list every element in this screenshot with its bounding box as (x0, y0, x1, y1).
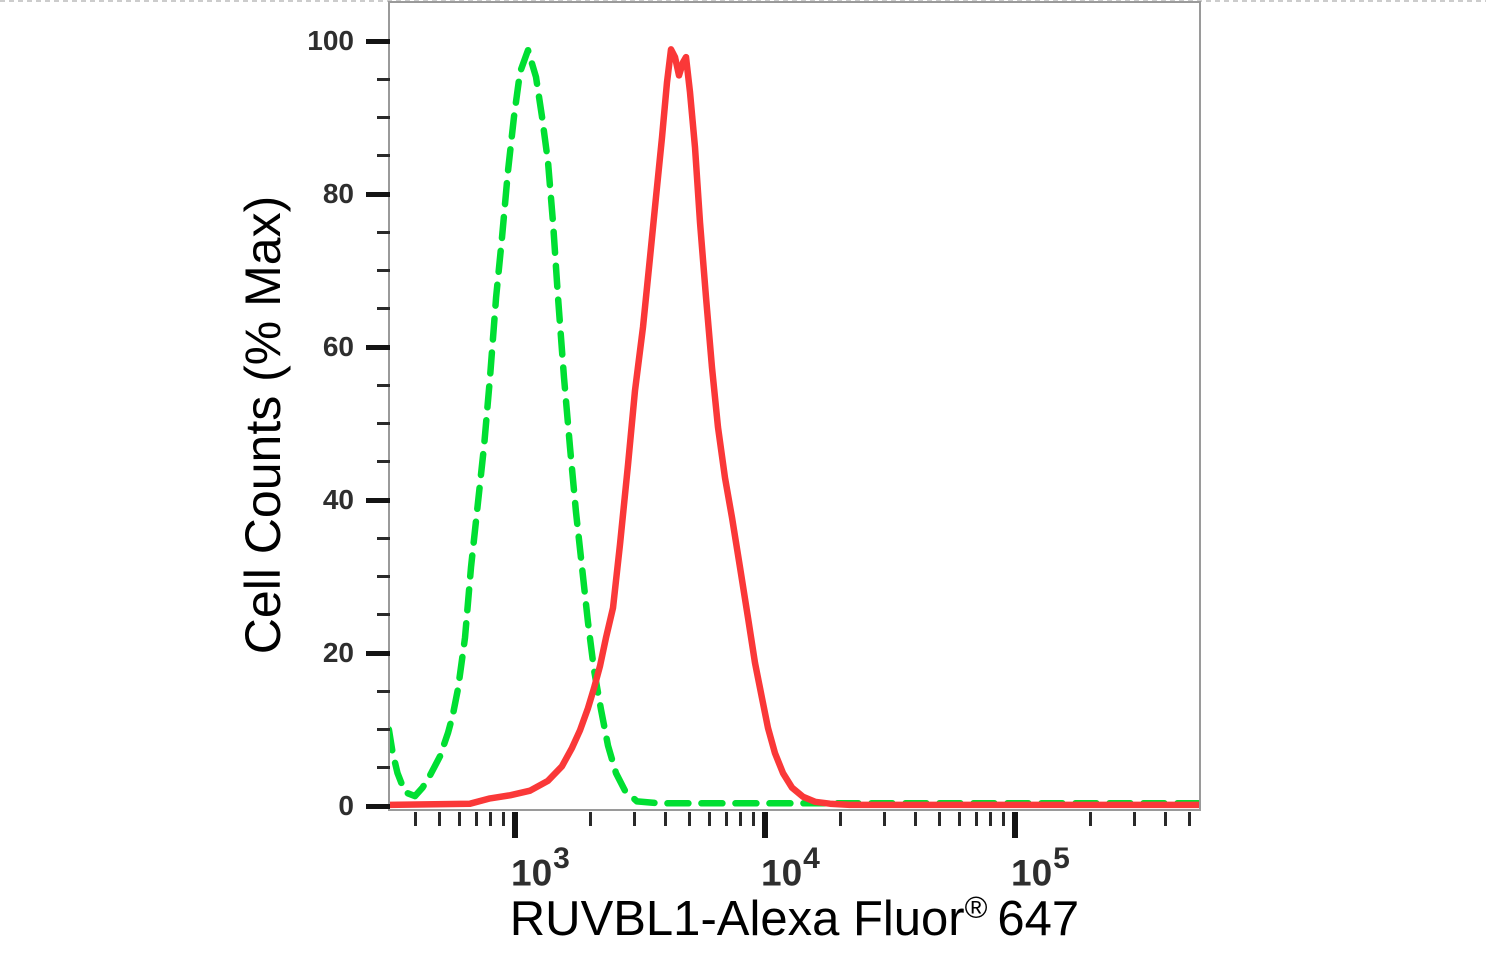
x-tick-label-base: 10 (511, 852, 553, 894)
y-axis-major-tick (366, 497, 390, 503)
x-tick-label: 105 (1011, 842, 1070, 894)
registered-trademark-symbol: ® (964, 890, 988, 925)
x-axis-minor-tick (438, 812, 442, 826)
x-axis-minor-tick (838, 812, 842, 826)
y-axis-minor-tick (377, 154, 390, 158)
y-axis-title: Cell Counts (% Max) (235, 195, 291, 655)
y-axis-minor-tick (377, 689, 390, 693)
x-axis-minor-tick (1002, 812, 1006, 826)
y-axis-minor-tick (377, 536, 390, 540)
x-tick-label-base: 10 (761, 852, 803, 894)
y-axis-minor-tick (377, 422, 390, 425)
x-axis-minor-tick (414, 812, 417, 826)
x-axis-minor-tick (474, 812, 478, 826)
y-tick-label: 40 (322, 484, 354, 515)
x-tick-label: 104 (761, 842, 820, 894)
x-axis-minor-tick (588, 812, 592, 826)
x-axis-minor-tick (489, 812, 493, 826)
y-tick-label: 80 (322, 178, 354, 209)
y-axis-minor-tick (377, 230, 390, 234)
x-tick-label-exponent: 4 (803, 842, 820, 875)
x-axis-minor-tick (752, 812, 756, 826)
x-axis-title-number: 647 (997, 892, 1080, 946)
x-axis-minor-tick (458, 812, 462, 826)
x-axis-major-tick (512, 812, 518, 838)
x-tick-label: 103 (511, 842, 570, 894)
y-axis-major-tick (366, 650, 390, 656)
x-axis-title-text: RUVBL1-Alexa Fluor (509, 892, 965, 946)
x-axis-minor-tick (938, 812, 942, 826)
x-axis-minor-tick (1132, 812, 1136, 826)
y-axis-major-tick (366, 803, 390, 809)
x-axis-minor-tick (502, 812, 506, 826)
x-axis-minor-tick (958, 812, 962, 826)
x-axis-minor-tick (1164, 812, 1167, 826)
x-axis-minor-tick (1088, 812, 1092, 826)
x-axis-minor-tick (989, 812, 993, 826)
y-axis-minor-tick (377, 307, 390, 311)
y-axis-minor-tick (377, 766, 390, 770)
y-axis-minor-tick (377, 383, 390, 387)
x-tick-label-base: 10 (1011, 852, 1053, 894)
y-axis-minor-tick (377, 613, 390, 617)
y-tick-label: 0 (338, 790, 354, 821)
y-tick-label: 60 (322, 331, 354, 362)
x-axis-minor-tick (882, 812, 886, 826)
y-tick-label: 100 (307, 25, 354, 56)
x-axis-minor-tick (664, 812, 667, 826)
x-axis-major-tick (762, 812, 768, 838)
y-axis-major-tick (366, 344, 390, 350)
y-axis-minor-tick (377, 269, 390, 272)
x-axis-major-tick (1012, 812, 1018, 838)
red-solid-curve (390, 46, 1199, 809)
x-axis-minor-tick (708, 812, 712, 826)
x-axis-minor-tick (914, 812, 917, 826)
x-tick-label-exponent: 5 (1053, 842, 1070, 875)
x-axis-minor-tick (688, 812, 692, 826)
plot-area (388, 1, 1201, 811)
y-axis-minor-tick (377, 460, 390, 464)
x-axis-minor-tick (739, 812, 743, 826)
x-tick-label-exponent: 3 (553, 842, 570, 875)
x-axis-minor-tick (1188, 812, 1192, 826)
green-dashed-curve (390, 46, 1199, 807)
y-axis-minor-tick (377, 116, 390, 119)
y-axis-minor-tick (377, 575, 390, 578)
curves-canvas (390, 46, 1199, 809)
x-axis-minor-tick (974, 812, 978, 826)
y-axis-major-tick (366, 191, 390, 197)
x-axis-minor-tick (724, 812, 728, 826)
y-axis-minor-tick (377, 77, 390, 81)
x-axis-title: RUVBL1-Alexa Fluor® 647 (389, 890, 1200, 947)
x-axis-minor-tick (632, 812, 636, 826)
y-tick-label: 20 (322, 637, 354, 668)
y-axis-minor-tick (377, 728, 390, 731)
y-axis-major-tick (366, 38, 390, 44)
